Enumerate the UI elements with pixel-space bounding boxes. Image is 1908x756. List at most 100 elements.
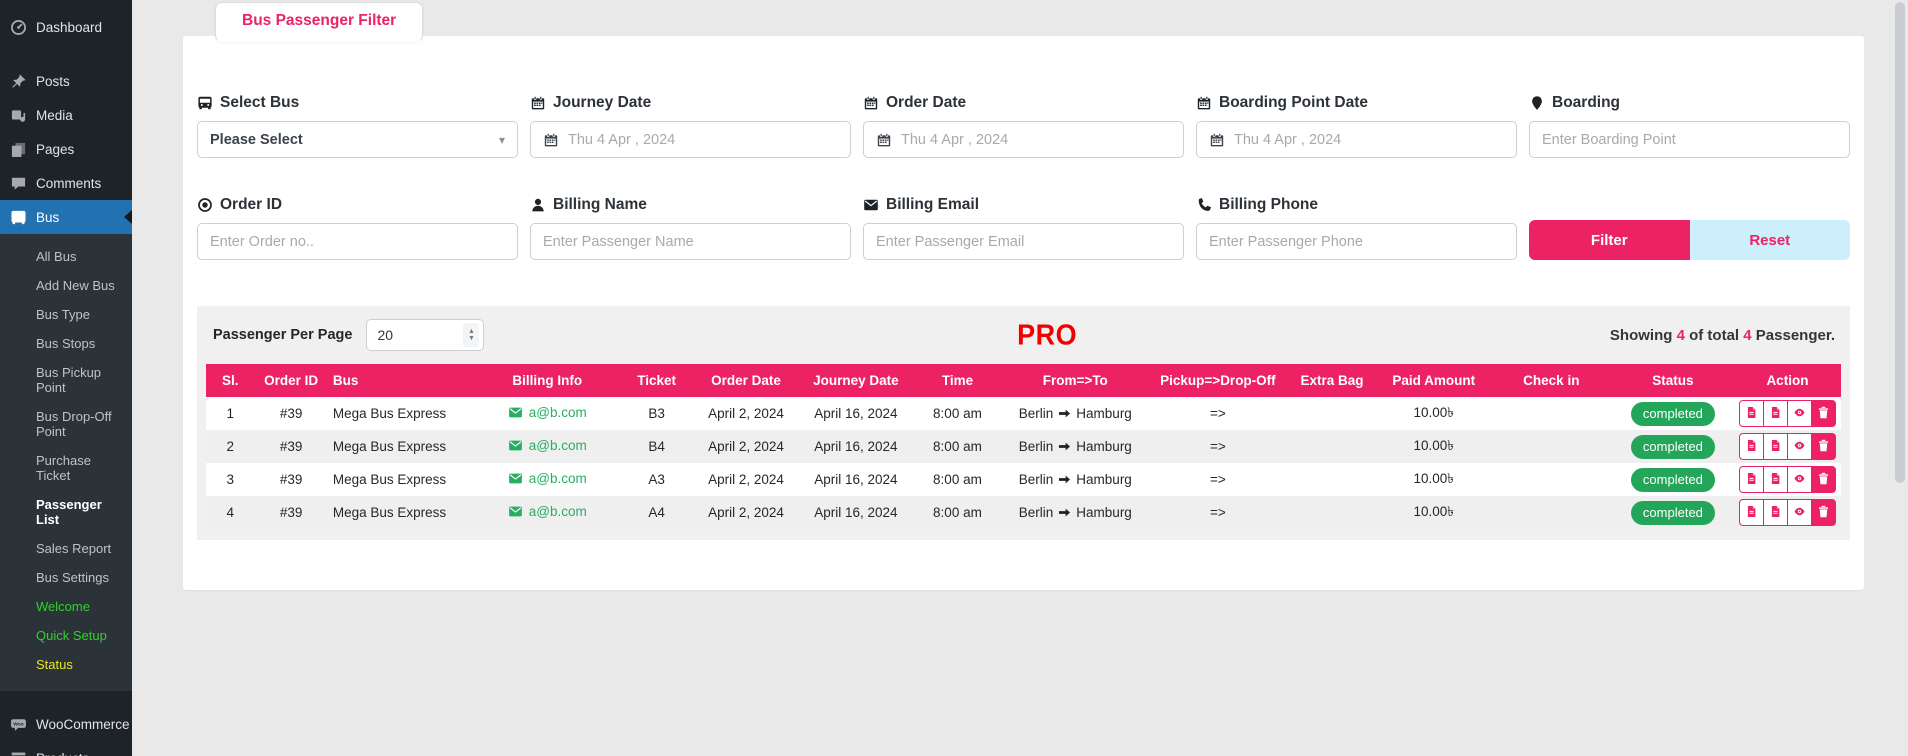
stepper-down-icon[interactable]: ▼ (467, 335, 475, 342)
column-header-from-to: From=>To (1002, 364, 1149, 397)
pdf-button[interactable] (1762, 433, 1788, 460)
pro-badge: PRO (1017, 318, 1078, 351)
pdf-button[interactable] (1738, 499, 1764, 526)
select-bus-select[interactable]: Please Select ▾ (197, 121, 518, 158)
billing-email-link[interactable]: a@b.com (508, 405, 587, 420)
sidebar-item-products[interactable]: Products (0, 741, 132, 756)
sidebar-item-posts[interactable]: Posts (0, 64, 132, 98)
cell-pickup-drop: => (1210, 406, 1226, 421)
sidebar-item-purchase-ticket[interactable]: Purchase Ticket (36, 453, 91, 483)
cell-sl: 2 (226, 439, 234, 454)
stepper-up-icon[interactable]: ▲ (467, 328, 475, 335)
sidebar-item-bus-pickup-point[interactable]: Bus Pickup Point (36, 365, 102, 395)
sidebar-item-welcome[interactable]: Welcome (36, 599, 90, 614)
scrollbar-thumb[interactable] (1895, 2, 1905, 484)
sidebar-item-bus[interactable]: Bus (0, 200, 132, 234)
filter-button[interactable]: Filter (1529, 220, 1690, 260)
pdf-button[interactable] (1738, 466, 1764, 493)
column-header-extra-bag: Extra Bag (1287, 364, 1377, 397)
showing-suffix: Passenger. (1755, 326, 1835, 344)
file-pdf-icon (1769, 406, 1782, 422)
sidebar-item-dashboard[interactable]: Dashboard (0, 10, 132, 44)
journey-date-input[interactable]: Thu 4 Apr , 2024 (530, 121, 851, 158)
cell-paid-amount: 10.00৳ (1413, 471, 1454, 486)
view-button[interactable] (1786, 400, 1812, 427)
cell-check-in (1491, 430, 1612, 463)
action-buttons (1738, 400, 1836, 427)
filter-field-billing-email: Billing Email (863, 196, 1184, 260)
sidebar-item-woocommerce[interactable]: Woo WooCommerce (0, 707, 132, 741)
order-date-input[interactable]: Thu 4 Apr , 2024 (863, 121, 1184, 158)
sidebar-item-all-bus[interactable]: All Bus (36, 249, 77, 264)
pdf-button[interactable] (1762, 400, 1788, 427)
sidebar-item-passenger-list[interactable]: Passenger List (36, 497, 102, 527)
svg-text:Woo: Woo (13, 721, 23, 727)
per-page-label: Passenger Per Page (213, 327, 353, 343)
cell-billing-info: a@b.com (474, 397, 620, 430)
arrow-right-icon (1058, 506, 1071, 519)
bus-icon (197, 95, 213, 111)
cell-time: 8:00 am (933, 439, 982, 454)
cell-paid-amount: 10.00৳ (1413, 438, 1454, 453)
trash-icon (1817, 472, 1830, 488)
billing-phone-input[interactable] (1196, 223, 1517, 260)
billing-email-link[interactable]: a@b.com (508, 471, 587, 486)
pdf-button[interactable] (1762, 499, 1788, 526)
delete-button[interactable] (1810, 499, 1836, 526)
cell-order-date: April 2, 2024 (708, 472, 784, 487)
reset-button[interactable]: Reset (1689, 220, 1850, 260)
sidebar-item-bus-drop-off-point[interactable]: Bus Drop-Off Point (36, 409, 112, 439)
arrow-right-icon (1058, 407, 1071, 420)
phone-icon (1196, 197, 1212, 213)
table-row: 2 #39 Mega Bus Express a@b.com B4 April 2, 20… (206, 430, 1841, 463)
filter-field-journey-date: Journey Date Thu 4 Apr , 2024 (530, 94, 851, 158)
billing-email-input[interactable] (863, 223, 1184, 260)
pdf-button[interactable] (1738, 433, 1764, 460)
boarding-point-date-input[interactable]: Thu 4 Apr , 2024 (1196, 121, 1517, 158)
sidebar-item-pages[interactable]: Pages (0, 132, 132, 166)
per-page-stepper[interactable]: ▲ ▼ (463, 323, 480, 347)
filter-field-select-bus: Select Bus Please Select ▾ (197, 94, 518, 158)
sidebar-item-bus-settings[interactable]: Bus Settings (36, 570, 109, 585)
sidebar-item-bus-type[interactable]: Bus Type (36, 307, 90, 322)
sidebar-item-comments[interactable]: Comments (0, 166, 132, 200)
billing-email-link[interactable]: a@b.com (508, 438, 587, 453)
view-button[interactable] (1786, 466, 1812, 493)
pdf-button[interactable] (1738, 400, 1764, 427)
cell-sl: 1 (226, 406, 234, 421)
action-buttons (1738, 499, 1836, 526)
status-badge: completed (1630, 500, 1715, 525)
view-button[interactable] (1786, 433, 1812, 460)
cell-bus: Mega Bus Express (332, 439, 447, 454)
cell-billing-info: a@b.com (474, 430, 620, 463)
order-id-label: Order ID (197, 196, 518, 214)
sidebar-item-sales-report[interactable]: Sales Report (36, 541, 112, 556)
billing-name-input[interactable] (530, 223, 851, 260)
filter-actions: Filter Reset (1529, 196, 1850, 260)
boarding-input[interactable] (1529, 121, 1850, 158)
filter-field-boarding-point-date: Boarding Point Date Thu 4 Apr , 2024 (1196, 94, 1517, 158)
order-id-input[interactable] (197, 223, 518, 260)
sidebar-item-quick-setup[interactable]: Quick Setup (36, 628, 107, 643)
sidebar-item-media[interactable]: Media (0, 98, 132, 132)
pdf-button[interactable] (1762, 466, 1788, 493)
file-pdf-icon (1745, 505, 1758, 521)
eye-icon (1793, 505, 1806, 521)
status-badge: completed (1630, 467, 1715, 492)
admin-sidebar: Dashboard Posts Media Pages Comments Bus All B… (0, 0, 132, 756)
menu-separator (0, 691, 132, 707)
sidebar-item-status[interactable]: Status (36, 657, 73, 672)
filter-field-billing-name: Billing Name (530, 196, 851, 260)
file-pdf-icon (1745, 439, 1758, 455)
cell-bus: Mega Bus Express (332, 472, 447, 487)
sidebar-item-add-new-bus[interactable]: Add New Bus (36, 278, 115, 293)
trash-icon (1817, 439, 1830, 455)
delete-button[interactable] (1810, 466, 1836, 493)
delete-button[interactable] (1810, 400, 1836, 427)
view-button[interactable] (1786, 499, 1812, 526)
cell-sl: 4 (226, 505, 234, 520)
sidebar-item-bus-stops[interactable]: Bus Stops (36, 336, 96, 351)
delete-button[interactable] (1810, 433, 1836, 460)
billing-email-link[interactable]: a@b.com (508, 504, 587, 519)
cell-ticket: B3 (648, 406, 665, 421)
